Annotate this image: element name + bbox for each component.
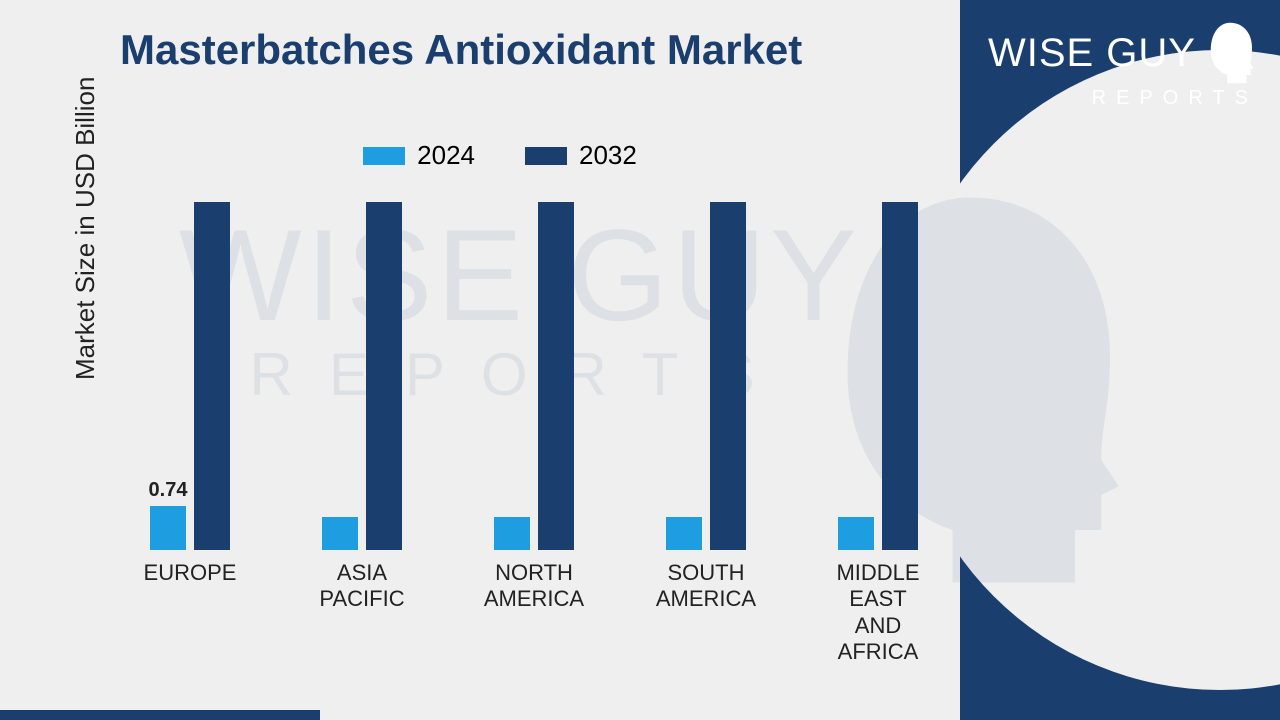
- chart-stage: WISE GUY REPORTS WISE GUY REPORTS Master…: [0, 0, 1280, 720]
- legend: 2024 2032: [0, 140, 1000, 171]
- bar-2032: [710, 202, 746, 550]
- legend-label: 2024: [417, 140, 475, 171]
- bar-2024: [838, 517, 874, 550]
- bar-2032: [538, 202, 574, 550]
- category-label-line: EUROPE: [110, 560, 270, 586]
- bar-2024: [322, 517, 358, 550]
- category-label: SOUTHAMERICA: [626, 560, 786, 613]
- bottom-accent-bar: [0, 710, 320, 720]
- plot-area: 0.74: [100, 190, 980, 550]
- category-label-line: ASIA: [282, 560, 442, 586]
- legend-swatch: [525, 147, 567, 165]
- category-label-line: NORTH: [454, 560, 614, 586]
- legend-label: 2032: [579, 140, 637, 171]
- brand-logo: WISE GUY REPORTS: [988, 20, 1258, 108]
- category-label-line: SOUTH: [626, 560, 786, 586]
- y-axis-label: Market Size in USD Billion: [70, 77, 101, 380]
- category-label-line: AFRICA: [798, 639, 958, 665]
- category-label: MIDDLEEASTANDAFRICA: [798, 560, 958, 666]
- bar-2032: [194, 202, 230, 550]
- legend-item: 2032: [525, 140, 637, 171]
- logo-line2: REPORTS: [988, 88, 1258, 108]
- legend-item: 2024: [363, 140, 475, 171]
- category-label: NORTHAMERICA: [454, 560, 614, 613]
- category-label-line: EAST: [798, 586, 958, 612]
- category-label: ASIAPACIFIC: [282, 560, 442, 613]
- logo-line1: WISE GUY: [988, 33, 1196, 73]
- category-label-line: AMERICA: [454, 586, 614, 612]
- legend-swatch: [363, 147, 405, 165]
- bar-2024: [494, 517, 530, 550]
- bar-2024: [666, 517, 702, 550]
- category-label-line: AMERICA: [626, 586, 786, 612]
- category-label-line: MIDDLE: [798, 560, 958, 586]
- category-label: EUROPE: [110, 560, 270, 586]
- bar-2024: [150, 506, 186, 550]
- bar-2032: [882, 202, 918, 550]
- bar-value-label: 0.74: [138, 479, 198, 502]
- chart-title: Masterbatches Antioxidant Market: [120, 26, 802, 74]
- logo-head-icon: [1202, 20, 1258, 86]
- category-label-line: PACIFIC: [282, 586, 442, 612]
- bar-2032: [366, 202, 402, 550]
- category-label-line: AND: [798, 613, 958, 639]
